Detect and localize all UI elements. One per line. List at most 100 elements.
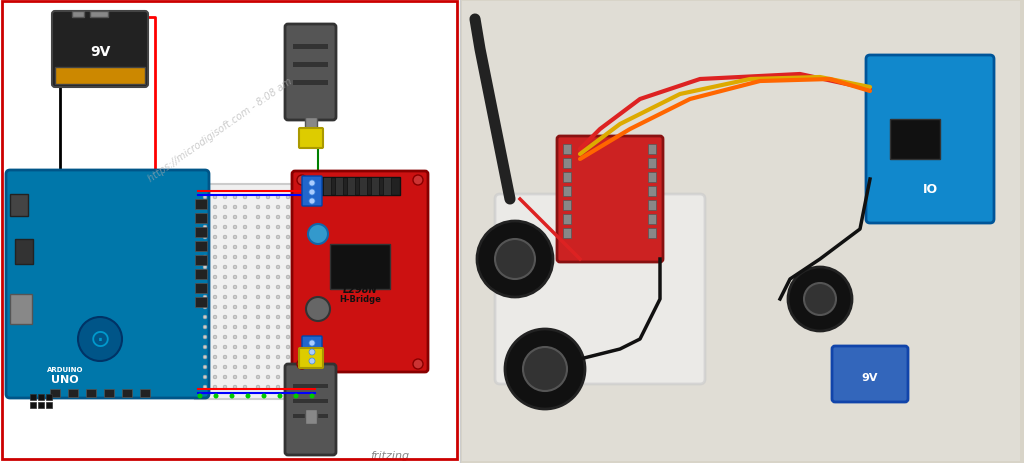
- Circle shape: [276, 356, 280, 359]
- Circle shape: [286, 286, 290, 289]
- Circle shape: [233, 385, 237, 389]
- Circle shape: [413, 359, 423, 369]
- Bar: [563, 214, 571, 225]
- Circle shape: [244, 315, 247, 319]
- Circle shape: [203, 306, 207, 309]
- Circle shape: [244, 345, 247, 349]
- Circle shape: [276, 306, 280, 309]
- Bar: [50, 389, 60, 397]
- Circle shape: [296, 246, 300, 249]
- Bar: [10, 294, 32, 324]
- Circle shape: [297, 175, 307, 186]
- FancyBboxPatch shape: [285, 25, 336, 121]
- Circle shape: [276, 295, 280, 299]
- Circle shape: [233, 216, 237, 219]
- Circle shape: [256, 356, 260, 359]
- Text: 9V: 9V: [862, 372, 879, 382]
- Circle shape: [203, 385, 207, 389]
- FancyBboxPatch shape: [285, 364, 336, 455]
- Bar: [195, 297, 207, 307]
- Circle shape: [223, 385, 226, 389]
- Circle shape: [294, 394, 299, 399]
- Circle shape: [203, 225, 207, 229]
- Circle shape: [233, 225, 237, 229]
- Circle shape: [244, 236, 247, 239]
- Circle shape: [266, 246, 269, 249]
- Bar: [335, 178, 343, 195]
- Circle shape: [276, 345, 280, 349]
- Circle shape: [276, 325, 280, 329]
- Circle shape: [244, 256, 247, 259]
- Circle shape: [233, 275, 237, 279]
- Circle shape: [296, 225, 300, 229]
- Circle shape: [256, 345, 260, 349]
- Circle shape: [203, 236, 207, 239]
- Circle shape: [233, 236, 237, 239]
- Circle shape: [276, 365, 280, 369]
- Circle shape: [266, 286, 269, 289]
- Bar: [46, 402, 52, 408]
- Circle shape: [306, 297, 330, 321]
- Circle shape: [244, 275, 247, 279]
- Circle shape: [256, 275, 260, 279]
- Circle shape: [223, 206, 226, 209]
- Circle shape: [286, 266, 290, 269]
- Circle shape: [296, 336, 300, 339]
- Circle shape: [244, 266, 247, 269]
- Circle shape: [256, 256, 260, 259]
- Bar: [55, 68, 145, 85]
- Text: ARDUINO: ARDUINO: [47, 366, 83, 372]
- FancyBboxPatch shape: [866, 56, 994, 224]
- Bar: [72, 12, 84, 18]
- Circle shape: [213, 325, 217, 329]
- Bar: [195, 213, 207, 224]
- Circle shape: [213, 306, 217, 309]
- Circle shape: [278, 394, 283, 399]
- Circle shape: [286, 216, 290, 219]
- Bar: [38, 402, 44, 408]
- Circle shape: [223, 336, 226, 339]
- Circle shape: [223, 196, 226, 200]
- Circle shape: [276, 225, 280, 229]
- Bar: [563, 229, 571, 238]
- Bar: [38, 394, 44, 400]
- Circle shape: [296, 365, 300, 369]
- Circle shape: [213, 385, 217, 389]
- Circle shape: [296, 196, 300, 200]
- Bar: [890, 120, 940, 160]
- Circle shape: [276, 385, 280, 389]
- Bar: [86, 389, 96, 397]
- Circle shape: [223, 375, 226, 379]
- Circle shape: [223, 356, 226, 359]
- Circle shape: [276, 206, 280, 209]
- FancyBboxPatch shape: [52, 12, 148, 88]
- Bar: [563, 200, 571, 211]
- Circle shape: [213, 356, 217, 359]
- Circle shape: [276, 246, 280, 249]
- Bar: [195, 227, 207, 238]
- Circle shape: [266, 375, 269, 379]
- Circle shape: [213, 336, 217, 339]
- FancyBboxPatch shape: [302, 176, 322, 206]
- Circle shape: [233, 196, 237, 200]
- Circle shape: [297, 359, 307, 369]
- Text: H-Bridge: H-Bridge: [339, 295, 381, 304]
- Circle shape: [223, 315, 226, 319]
- Bar: [563, 144, 571, 155]
- Circle shape: [244, 306, 247, 309]
- FancyBboxPatch shape: [299, 348, 323, 368]
- Circle shape: [223, 236, 226, 239]
- Circle shape: [256, 306, 260, 309]
- Circle shape: [286, 315, 290, 319]
- Circle shape: [213, 236, 217, 239]
- Bar: [563, 159, 571, 169]
- Circle shape: [203, 336, 207, 339]
- Circle shape: [203, 315, 207, 319]
- Circle shape: [266, 345, 269, 349]
- Bar: [371, 178, 379, 195]
- Circle shape: [256, 196, 260, 200]
- Circle shape: [309, 349, 315, 355]
- Circle shape: [296, 206, 300, 209]
- Circle shape: [309, 394, 314, 399]
- FancyBboxPatch shape: [831, 346, 908, 402]
